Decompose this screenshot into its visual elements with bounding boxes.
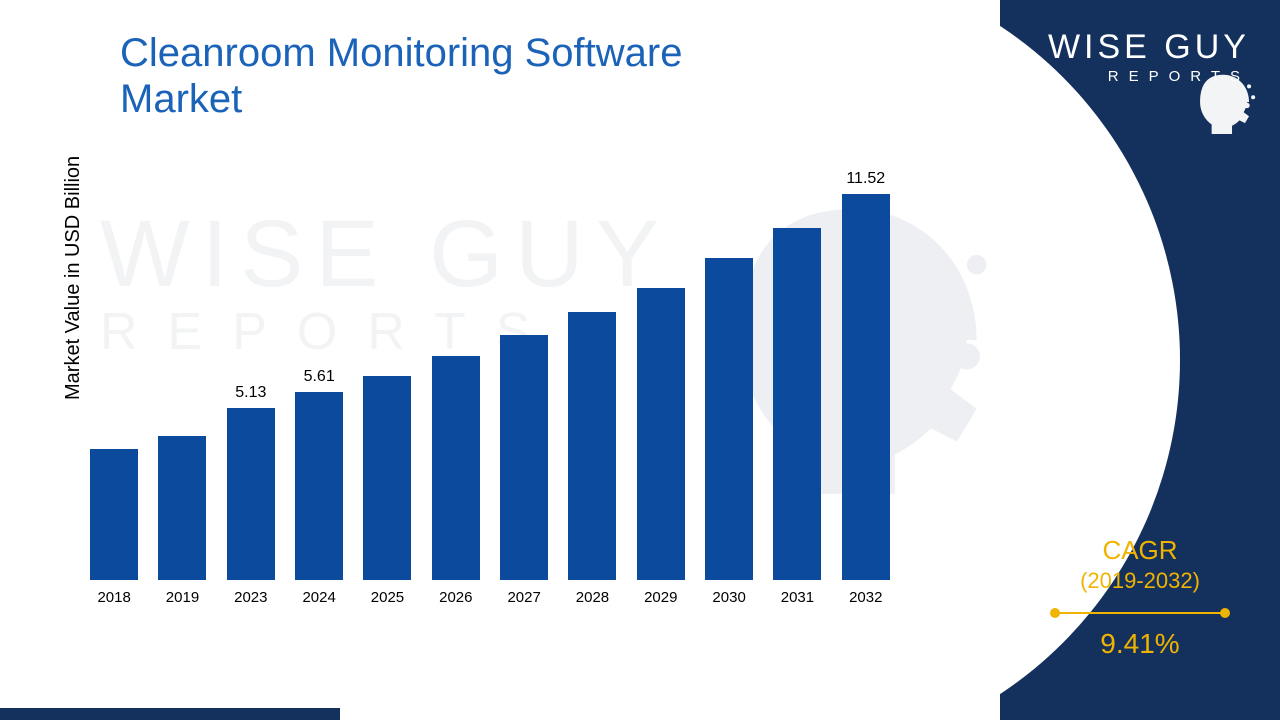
bar-rect: [363, 376, 411, 580]
bar-category-label: 2026: [439, 589, 472, 606]
bar-value-label: 5.13: [235, 384, 266, 404]
infographic-canvas: WISE GUY REPORTS WISE GUY REPORTS Cleanr…: [0, 0, 1280, 720]
bar-slot: 2030: [695, 234, 763, 580]
bar-category-label: 2027: [507, 589, 540, 606]
bar-slot: 2018: [80, 425, 148, 580]
bar-value-label: 11.52: [846, 170, 885, 190]
chart-title: Cleanroom Monitoring Software Market: [120, 30, 800, 122]
bar-chart: 201820195.1320235.6120242025202620272028…: [80, 170, 900, 610]
bar-rect: [227, 408, 275, 580]
bar-category-label: 2018: [97, 589, 130, 606]
bar-slot: 2029: [627, 264, 695, 580]
cagr-range: (2019-2032): [1040, 568, 1240, 594]
bar-slot: 2028: [558, 288, 626, 580]
bar-category-label: 2032: [849, 589, 882, 606]
bar-category-label: 2019: [166, 589, 199, 606]
bar-slot: 2031: [763, 204, 831, 580]
bar-rect: [637, 288, 685, 580]
bar-slot: 11.522032: [832, 170, 900, 580]
bar-category-label: 2024: [302, 589, 335, 606]
bars-container: 201820195.1320235.6120242025202620272028…: [80, 170, 900, 580]
bar-rect: [158, 436, 206, 580]
bar-slot: 2025: [353, 352, 421, 580]
bar-rect: [705, 258, 753, 580]
bar-category-label: 2025: [371, 589, 404, 606]
bottom-accent-bar: [0, 708, 340, 720]
brand-logo: WISE GUY REPORTS: [1048, 30, 1250, 85]
cagr-value: 9.41%: [1040, 628, 1240, 660]
cagr-block: CAGR (2019-2032) 9.41%: [1040, 535, 1240, 660]
cagr-divider: [1055, 612, 1225, 614]
logo-main-text: WISE GUY: [1048, 30, 1250, 64]
bar-slot: 5.612024: [285, 368, 353, 580]
bar-rect: [773, 228, 821, 580]
bar-category-label: 2029: [644, 589, 677, 606]
bar-rect: [500, 335, 548, 580]
cagr-label: CAGR: [1040, 535, 1240, 566]
logo-head-icon: [1196, 62, 1264, 142]
bar-value-label: 5.61: [304, 368, 335, 388]
bar-slot: 2027: [490, 311, 558, 580]
bar-slot: 2019: [148, 412, 216, 580]
bar-category-label: 2023: [234, 589, 267, 606]
bar-rect: [842, 194, 890, 580]
bar-rect: [432, 356, 480, 580]
bar-rect: [90, 449, 138, 580]
bar-slot: 5.132023: [217, 384, 285, 580]
bar-rect: [568, 312, 616, 580]
bar-category-label: 2031: [781, 589, 814, 606]
bar-slot: 2026: [422, 332, 490, 580]
bar-category-label: 2030: [712, 589, 745, 606]
bar-category-label: 2028: [576, 589, 609, 606]
bar-rect: [295, 392, 343, 580]
